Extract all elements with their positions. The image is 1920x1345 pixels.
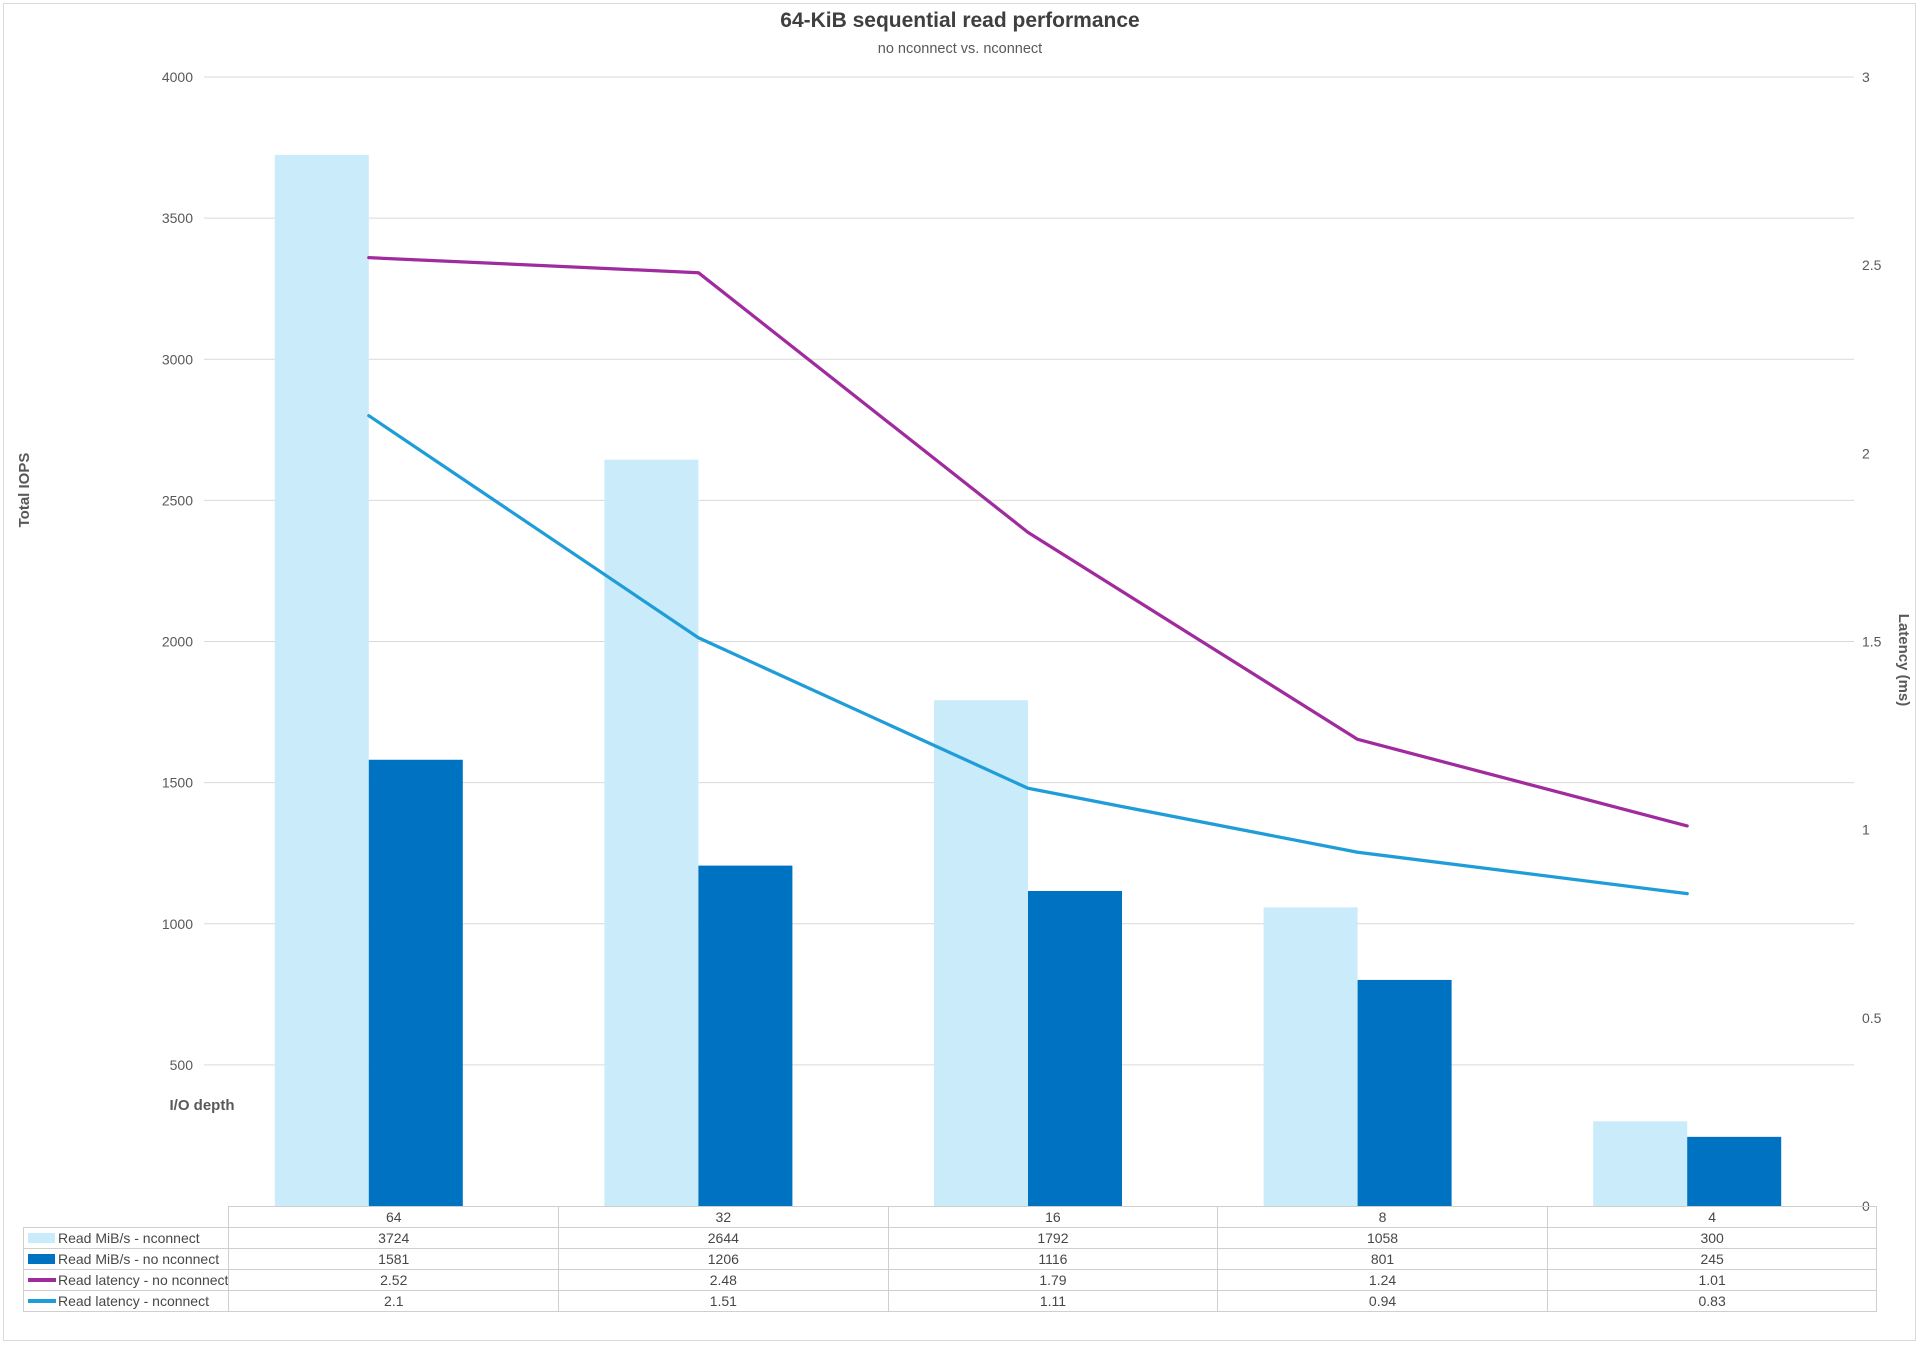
legend-cell: Read latency - no nconnect: [22, 1269, 230, 1291]
value-cell: 1.51: [558, 1290, 889, 1312]
y-left-tick-label: 4000: [162, 69, 193, 85]
value-cell: 1058: [1217, 1227, 1548, 1249]
chart-data-table: 64 32 16 8 4 Read MiB/s - nconnect 3724 2644 179…: [22, 1206, 1878, 1312]
y-right-tick-label: 1: [1862, 822, 1870, 838]
value-cell: 2644: [558, 1227, 889, 1249]
latency-line: [367, 256, 1689, 828]
legend-swatch: [28, 1278, 56, 1282]
y-right-tick-label: 3: [1862, 69, 1870, 85]
bar: [1263, 907, 1358, 1206]
y-right-tick-label: 2.5: [1862, 257, 1882, 273]
value-cell: 300: [1546, 1227, 1878, 1249]
bar: [604, 459, 699, 1207]
data-table: 64 32 16 8 4 Read MiB/s - nconnect 3724 2644 179…: [22, 1206, 1878, 1312]
legend-cell: Read MiB/s - nconnect: [22, 1227, 230, 1249]
bar: [1028, 891, 1122, 1206]
bar: [698, 865, 793, 1206]
bar: [368, 759, 463, 1206]
bar: [1593, 1121, 1688, 1206]
legend-cell: Read latency - nconnect: [22, 1290, 230, 1312]
value-cell: 3724: [228, 1227, 560, 1249]
value-cell: 0.94: [1217, 1290, 1548, 1312]
chart-subtitle: no nconnect vs. nconnect: [877, 41, 1043, 57]
bar: [274, 154, 369, 1206]
value-cell: 1.24: [1217, 1269, 1548, 1291]
value-cell: 2.48: [558, 1269, 889, 1291]
value-cell: 1.11: [887, 1290, 1219, 1312]
value-cell: 245: [1546, 1248, 1878, 1270]
y-left-tick-label: 2000: [162, 634, 193, 650]
table-corner-cell: [23, 1206, 230, 1228]
table-row: Read MiB/s - no nconnect 1581 1206 1116 801 2…: [22, 1248, 1878, 1270]
value-cell: 1581: [228, 1248, 560, 1270]
legend-label: Read latency - nconnect: [58, 1293, 209, 1309]
category-header-cell: 32: [558, 1206, 889, 1228]
bar: [1357, 979, 1452, 1206]
value-cell: 1.79: [887, 1269, 1219, 1291]
category-header-cell: 16: [887, 1206, 1219, 1228]
legend-swatch: [28, 1254, 55, 1264]
table-row: Read MiB/s - nconnect 3724 2644 1792 1058 300: [22, 1227, 1878, 1249]
y-left-tick-label: 2500: [162, 492, 193, 508]
legend-label: Read MiB/s - nconnect: [58, 1230, 200, 1246]
left-axis-title: Total IOPS: [16, 452, 33, 528]
y-right-tick-label: 2: [1862, 445, 1870, 461]
chart-title: 64-KiB sequential read performance: [780, 9, 1140, 32]
value-cell: 2.1: [228, 1290, 560, 1312]
legend-cell: Read MiB/s - no nconnect: [22, 1248, 230, 1270]
legend-label: Read MiB/s - no nconnect: [58, 1251, 220, 1267]
value-cell: 1116: [887, 1248, 1219, 1270]
value-cell: 1206: [558, 1248, 889, 1270]
y-left-tick-label: 1500: [162, 775, 193, 791]
legend-swatch: [28, 1299, 56, 1303]
table-row: Read latency - no nconnect 2.52 2.48 1.79 1.…: [22, 1269, 1878, 1291]
value-cell: 801: [1217, 1248, 1548, 1270]
value-cell: 0.83: [1546, 1290, 1878, 1312]
y-left-tick-label: 3000: [162, 351, 193, 367]
value-cell: 1792: [887, 1227, 1219, 1249]
y-right-tick-label: 0.5: [1862, 1010, 1882, 1026]
value-cell: 1.01: [1546, 1269, 1878, 1291]
table-row: Read latency - nconnect 2.1 1.51 1.11 0.94 0.…: [22, 1290, 1878, 1312]
y-right-tick-label: 1.5: [1862, 634, 1882, 650]
category-header-cell: 4: [1546, 1206, 1878, 1228]
latency-line: [367, 414, 1689, 896]
category-header-cell: 8: [1217, 1206, 1548, 1228]
x-axis-title: I/O depth: [169, 1097, 235, 1114]
legend-label: Read latency - no nconnect: [58, 1272, 229, 1288]
bar: [934, 700, 1028, 1206]
y-left-tick-label: 500: [170, 1057, 194, 1073]
y-left-tick-label: 3500: [162, 210, 193, 226]
y-left-tick-label: 1000: [162, 916, 193, 932]
legend-swatch: [28, 1233, 55, 1243]
bar: [1687, 1136, 1782, 1206]
value-cell: 2.52: [228, 1269, 560, 1291]
category-header-cell: 64: [228, 1206, 560, 1228]
right-axis-title: Latency (ms): [1895, 613, 1912, 707]
